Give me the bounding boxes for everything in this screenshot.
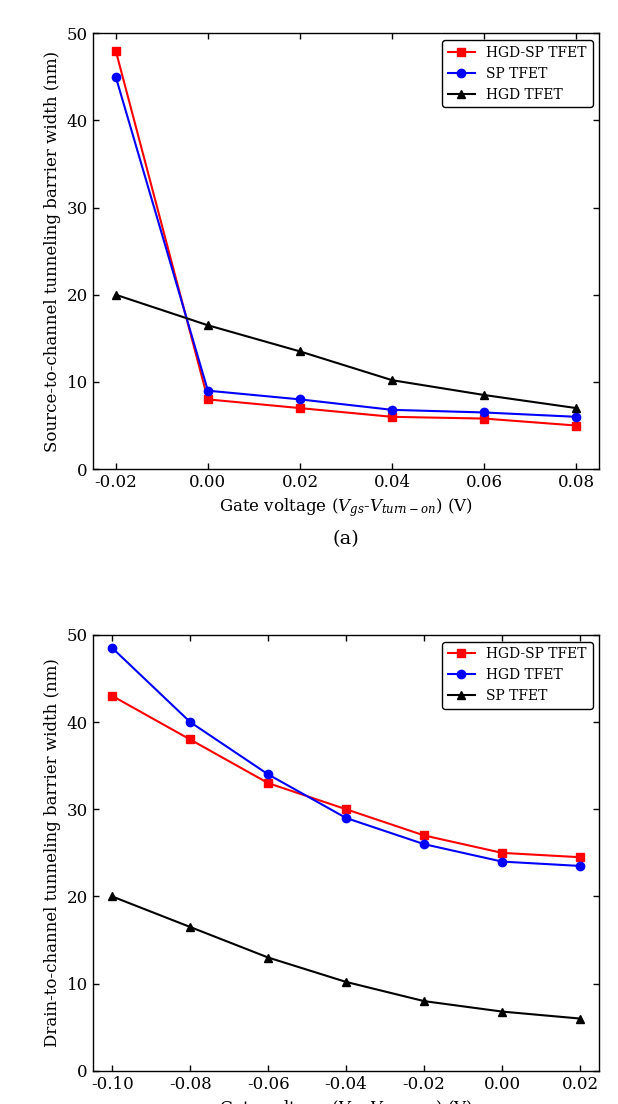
SP TFET xyxy=(498,1005,506,1018)
HGD TFET xyxy=(498,854,506,868)
Y-axis label: Source-to-channel tunneling barrier width (nm): Source-to-channel tunneling barrier widt… xyxy=(44,51,61,452)
HGD TFET xyxy=(481,389,488,402)
HGD-SP TFET xyxy=(265,776,272,789)
SP TFET xyxy=(265,951,272,964)
HGD TFET xyxy=(112,288,119,301)
SP TFET xyxy=(187,921,194,934)
SP TFET xyxy=(112,70,119,83)
Line: SP TFET: SP TFET xyxy=(108,892,584,1022)
SP TFET xyxy=(109,890,116,903)
SP TFET xyxy=(576,1012,583,1026)
HGD-SP TFET xyxy=(498,847,506,860)
HGD-SP TFET xyxy=(112,44,119,57)
Text: (a): (a) xyxy=(332,530,360,548)
HGD-SP TFET xyxy=(420,829,428,842)
SP TFET xyxy=(296,393,303,406)
HGD-SP TFET xyxy=(109,689,116,702)
SP TFET xyxy=(389,403,396,416)
HGD TFET xyxy=(576,859,583,872)
HGD TFET xyxy=(573,402,580,415)
HGD TFET xyxy=(342,811,350,825)
Line: HGD TFET: HGD TFET xyxy=(108,644,584,870)
HGD-SP TFET xyxy=(481,412,488,425)
Line: HGD-SP TFET: HGD-SP TFET xyxy=(108,692,584,861)
Legend: HGD-SP TFET, SP TFET, HGD TFET: HGD-SP TFET, SP TFET, HGD TFET xyxy=(442,40,593,107)
X-axis label: Gate voltage ($V_{gs}$-$V_{turn-on}$) (V): Gate voltage ($V_{gs}$-$V_{turn-on}$) (V… xyxy=(219,497,473,520)
HGD TFET xyxy=(389,373,396,386)
Line: HGD-SP TFET: HGD-SP TFET xyxy=(112,46,580,429)
SP TFET xyxy=(481,406,488,420)
HGD-SP TFET xyxy=(204,393,211,406)
SP TFET xyxy=(204,384,211,397)
HGD-SP TFET xyxy=(389,411,396,424)
X-axis label: Gate voltage ($V_{gs}$-$V_{turn-on}$) (V): Gate voltage ($V_{gs}$-$V_{turn-on}$) (V… xyxy=(219,1098,473,1104)
HGD-SP TFET xyxy=(187,733,194,746)
Y-axis label: Drain-to-channel tunneling barrier width (nm): Drain-to-channel tunneling barrier width… xyxy=(44,658,61,1048)
SP TFET xyxy=(420,995,428,1008)
HGD TFET xyxy=(204,319,211,332)
HGD-SP TFET xyxy=(342,803,350,816)
HGD-SP TFET xyxy=(296,402,303,415)
HGD TFET xyxy=(109,641,116,655)
Legend: HGD-SP TFET, HGD TFET, SP TFET: HGD-SP TFET, HGD TFET, SP TFET xyxy=(442,641,593,709)
Line: HGD TFET: HGD TFET xyxy=(112,290,580,412)
HGD TFET xyxy=(265,767,272,781)
HGD TFET xyxy=(420,838,428,851)
Line: SP TFET: SP TFET xyxy=(112,73,580,421)
SP TFET xyxy=(342,975,350,988)
HGD-SP TFET xyxy=(573,418,580,432)
HGD TFET xyxy=(187,715,194,729)
SP TFET xyxy=(573,411,580,424)
HGD-SP TFET xyxy=(576,850,583,863)
HGD TFET xyxy=(296,344,303,358)
